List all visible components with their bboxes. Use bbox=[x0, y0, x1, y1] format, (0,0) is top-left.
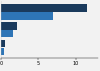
Bar bbox=[1, 30, 13, 37]
Bar bbox=[1, 48, 4, 55]
Bar bbox=[1, 22, 17, 30]
Bar bbox=[1, 12, 53, 20]
Bar bbox=[1, 4, 87, 12]
Bar bbox=[1, 40, 5, 47]
